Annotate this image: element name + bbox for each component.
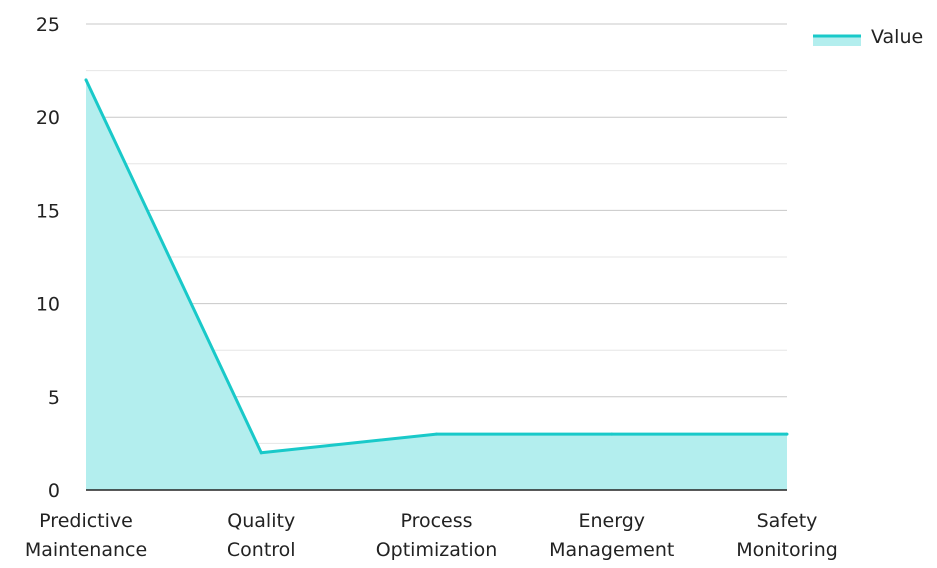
x-tick-label: Predictive Maintenance [25, 510, 147, 561]
legend-label: Value [871, 26, 923, 48]
series-area-layer [84, 78, 789, 491]
data-point [785, 432, 789, 436]
data-point [610, 432, 614, 436]
legend-swatch-fill [813, 36, 861, 46]
y-axis-ticks: 0 5 10 15 20 25 [36, 14, 60, 502]
y-tick-label: 25 [36, 14, 60, 36]
y-tick-label: 20 [36, 107, 60, 129]
x-axis-ticks: Predictive Maintenance Quality Control Proce… [25, 510, 838, 561]
y-tick-label: 15 [36, 200, 60, 222]
y-tick-label: 0 [48, 480, 60, 502]
x-tick-label: Quality Control [227, 510, 296, 561]
x-tick-label: Safety Monitoring [736, 510, 838, 561]
data-point [259, 451, 263, 455]
data-point [84, 78, 88, 82]
x-tick-label: Process Optimization [376, 510, 498, 561]
legend: Value [813, 26, 923, 48]
data-point [435, 432, 438, 436]
y-tick-label: 5 [48, 387, 60, 409]
series-area-fill [86, 79, 787, 491]
y-tick-label: 10 [36, 294, 60, 316]
x-tick-label: Energy Management [549, 510, 674, 561]
